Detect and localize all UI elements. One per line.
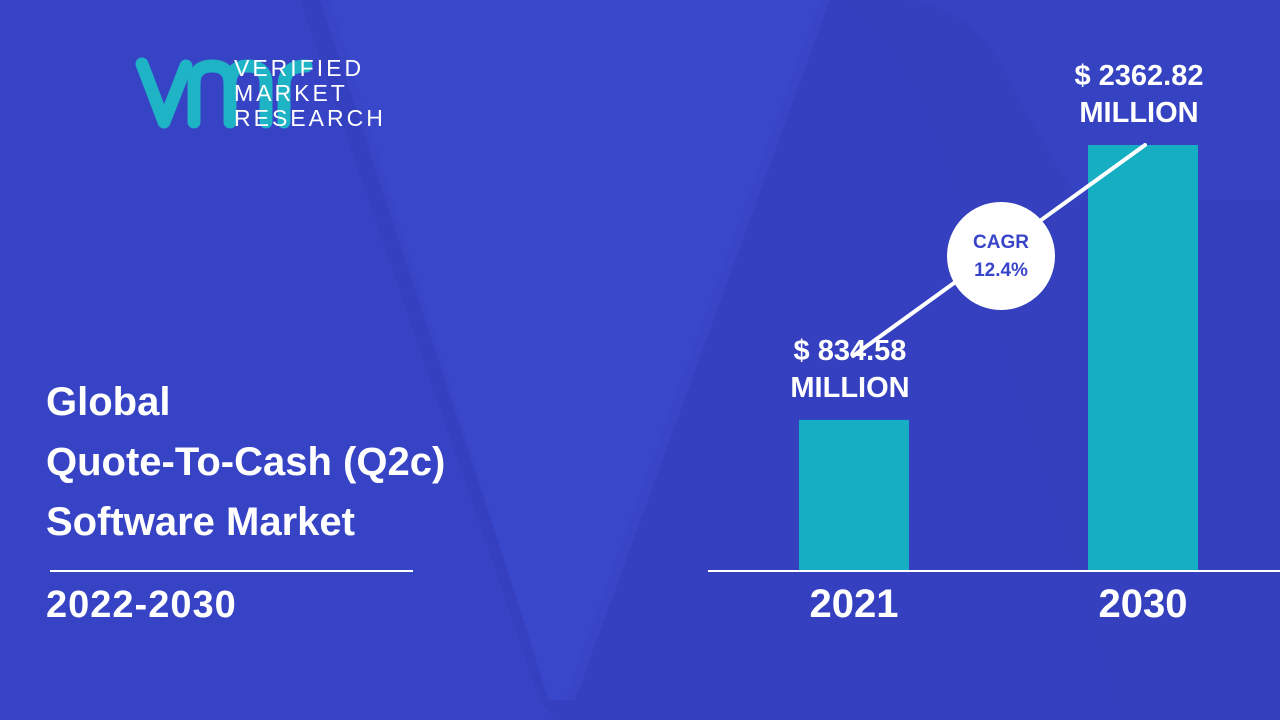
brand-line-3: RESEARCH bbox=[234, 105, 386, 131]
report-title: Global Quote-To-Cash (Q2c) Software Mark… bbox=[46, 372, 445, 552]
brand-logo bbox=[135, 57, 313, 129]
title-divider bbox=[50, 570, 413, 572]
x-tick-label-2021: 2021 bbox=[810, 582, 899, 626]
brand-line-2: MARKET bbox=[234, 80, 348, 106]
vmr-logo-icon bbox=[135, 57, 313, 129]
data-label-2021-line-2: MILLION bbox=[790, 372, 909, 404]
bar-2030 bbox=[1088, 145, 1198, 570]
x-tick-label-2030: 2030 bbox=[1099, 582, 1188, 626]
data-label-2030-line-2: MILLION bbox=[1079, 97, 1198, 129]
data-label-2030-line-1: $ 2362.82 bbox=[1074, 60, 1203, 92]
title-line-1: Global bbox=[46, 380, 171, 424]
forecast-period: 2022-2030 bbox=[46, 584, 237, 626]
cagr-label: CAGR bbox=[973, 232, 1029, 253]
cagr-badge bbox=[947, 202, 1055, 310]
bar-2021 bbox=[799, 419, 909, 570]
data-label-2021-line-1: $ 834.58 bbox=[794, 335, 907, 367]
cagr-value: 12.4% bbox=[974, 260, 1028, 281]
brand-line-1: VERIFIED bbox=[234, 55, 365, 81]
title-line-2: Quote-To-Cash (Q2c) bbox=[46, 440, 446, 484]
brand-name: VERIFIED MARKET RESEARCH bbox=[234, 56, 386, 131]
title-line-3: Software Market bbox=[46, 500, 355, 544]
